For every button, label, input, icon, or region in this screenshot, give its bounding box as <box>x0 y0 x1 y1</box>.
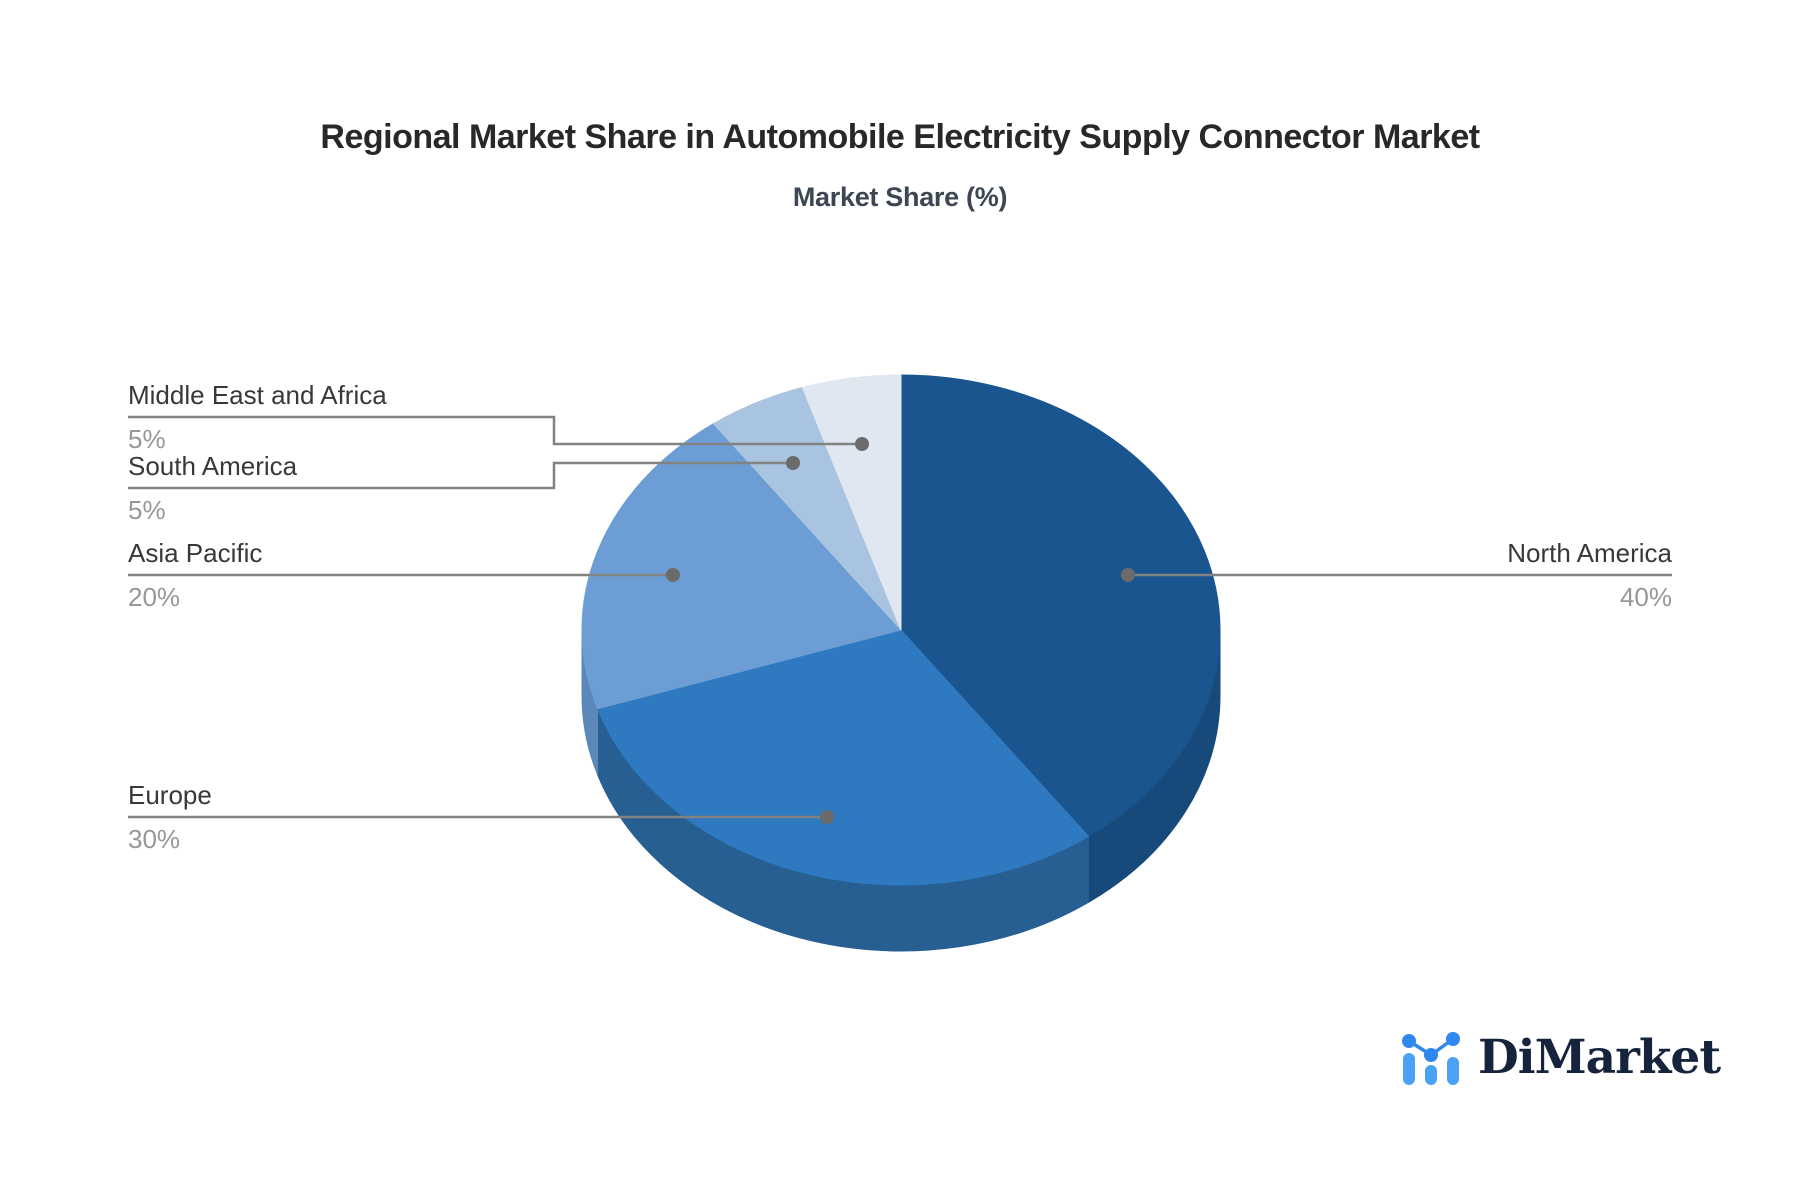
slice-value-middle-east-and-africa: 5% <box>128 424 166 454</box>
slice-label-middle-east-and-africa: Middle East and Africa <box>128 380 387 410</box>
slice-value-south-america: 5% <box>128 495 166 525</box>
pie-slice-north-america[interactable] <box>900 374 1221 837</box>
leader-dot-north-america <box>1121 568 1135 582</box>
slice-label-south-america: South America <box>128 451 298 481</box>
slice-value-europe: 30% <box>128 824 181 854</box>
leader-line-middle-east-and-africa <box>128 415 862 446</box>
leader-line-south-america <box>128 461 793 490</box>
pie-slice-asia-pacific[interactable] <box>581 423 902 710</box>
leader-dot-europe <box>820 810 834 824</box>
leader-dot-south-america <box>786 456 800 470</box>
leader-dot-asia-pacific <box>666 568 680 582</box>
slice-value-asia-pacific: 20% <box>128 582 181 612</box>
bar-chart-with-trend-icon <box>1402 1032 1460 1085</box>
chart-title: Regional Market Share in Automobile Elec… <box>320 118 1480 156</box>
pie-slice-middle-east-and-africa[interactable] <box>801 374 902 631</box>
leader-dot-middle-east-and-africa <box>855 437 869 451</box>
chart-subtitle: Market Share (%) <box>792 182 1008 212</box>
slice-label-north-america: North America <box>1507 538 1672 568</box>
slice-label-asia-pacific: Asia Pacific <box>128 538 263 568</box>
brand-name: DiMarket <box>1478 1030 1721 1085</box>
slice-value-north-america: 40% <box>1619 582 1672 612</box>
brand-logo: DiMarket <box>1398 1026 1721 1090</box>
slice-label-europe: Europe <box>128 780 212 810</box>
pie-slice-europe[interactable] <box>596 629 1090 886</box>
